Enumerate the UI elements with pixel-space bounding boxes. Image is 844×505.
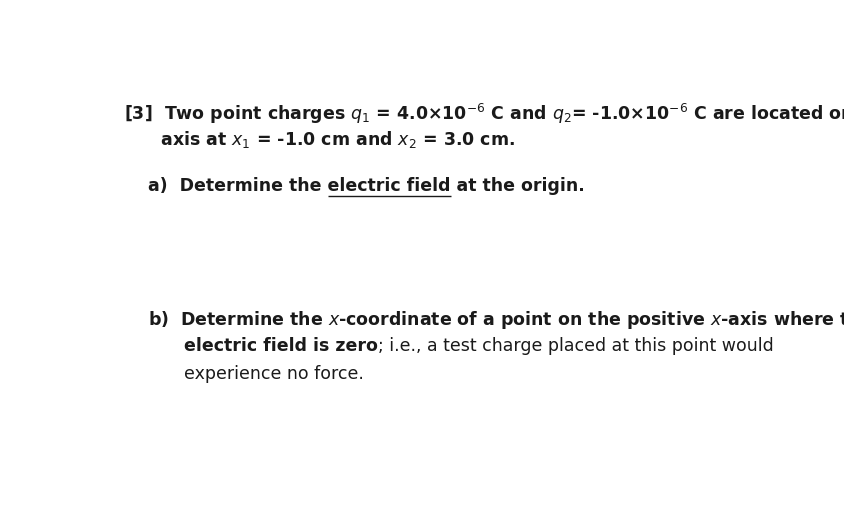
Text: experience no force.: experience no force. [184,366,364,383]
Text: b)  Determine the $x$-coordinate of a point on the positive $x$-axis where the: b) Determine the $x$-coordinate of a poi… [148,310,844,331]
Text: ; i.e., a test charge placed at this point would: ; i.e., a test charge placed at this poi… [377,337,773,356]
Text: a)  Determine the electric field at the origin.: a) Determine the electric field at the o… [148,177,584,195]
Text: [3]  Two point charges $q_1$ = 4.0×10$^{-6}$ C and $q_2$= -1.0×10$^{-6}$ C are l: [3] Two point charges $q_1$ = 4.0×10$^{-… [124,102,844,126]
Text: electric field is zero: electric field is zero [184,337,377,356]
Text: axis at $x_1$ = -1.0 cm and $x_2$ = 3.0 cm.: axis at $x_1$ = -1.0 cm and $x_2$ = 3.0 … [124,129,514,150]
